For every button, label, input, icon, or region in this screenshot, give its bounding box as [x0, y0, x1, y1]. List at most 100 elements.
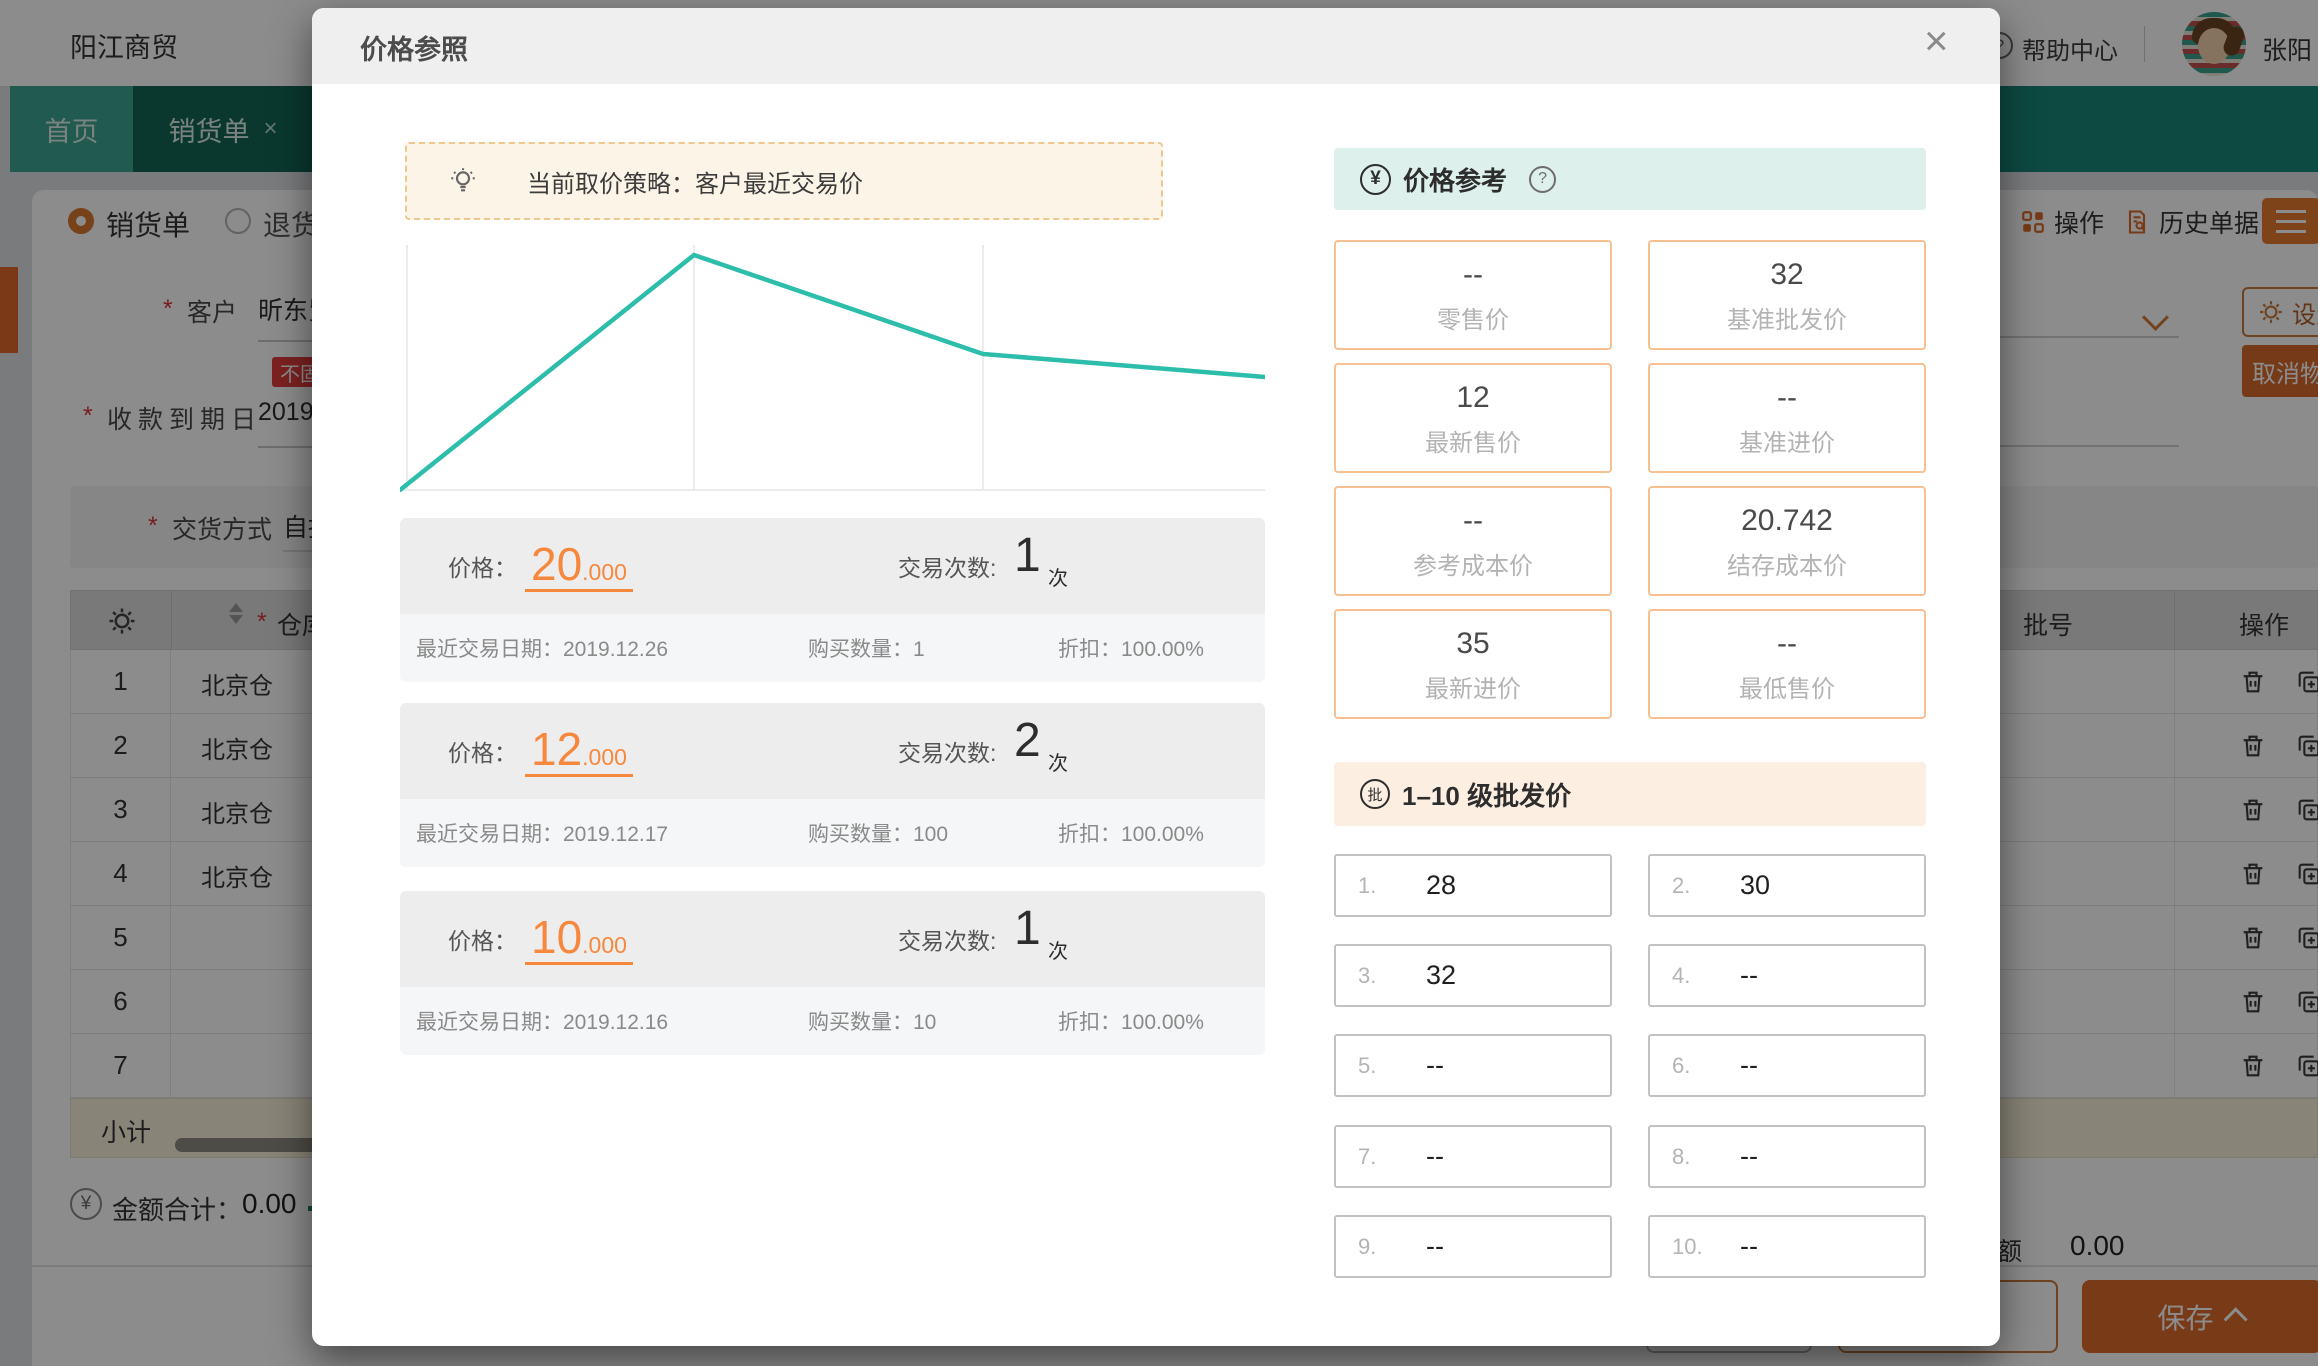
settings-label: 设置 — [2292, 301, 2318, 329]
ref-price-box[interactable]: 35 最新进价 — [1334, 609, 1612, 719]
grid-icon — [2022, 211, 2044, 233]
ref-label: 结存成本价 — [1727, 553, 1847, 580]
copy-row-icon[interactable] — [2295, 924, 2318, 952]
history-doc-icon — [2128, 210, 2146, 234]
menu-button[interactable] — [2262, 198, 2318, 244]
required-star: * — [257, 608, 267, 636]
warehouse-cell[interactable]: 北京仓 — [201, 801, 273, 828]
due-date-label: 收款到期日 — [107, 406, 263, 434]
radio-return-order[interactable] — [225, 208, 251, 234]
tab-sales-order[interactable]: 销货单 × — [133, 86, 313, 172]
save-button[interactable]: 保存 — [2082, 1280, 2318, 1353]
avatar[interactable] — [2182, 12, 2246, 76]
tier-price-box[interactable]: 2. 30 — [1648, 854, 1926, 917]
help-center-link[interactable]: 帮助中心 — [2022, 38, 2118, 65]
discount-label: 折扣： — [1058, 638, 1121, 661]
tier-price-box[interactable]: 9. -- — [1334, 1215, 1612, 1278]
radio-sales-label[interactable]: 销货单 — [106, 210, 191, 241]
ref-price-box[interactable]: 32 基准批发价 — [1648, 240, 1926, 350]
save-label: 保存 — [2157, 1302, 2214, 1334]
ref-price-box[interactable]: 12 最新售价 — [1334, 363, 1612, 473]
tier-price-box[interactable]: 4. -- — [1648, 944, 1926, 1007]
ref-label: 最新售价 — [1425, 430, 1521, 457]
row-number: 5 — [71, 906, 171, 969]
close-icon[interactable]: × — [1924, 17, 1949, 64]
deal-card: 价格： 10.000 交易次数: 1 次 最近交易日期：2019.12.16 购… — [400, 891, 1265, 1055]
copy-row-icon[interactable] — [2295, 796, 2318, 824]
user-name[interactable]: 张阳 — [2262, 37, 2313, 65]
subtotal-label: 小计 — [101, 1119, 152, 1147]
strategy-text: 当前取价策略：客户最近交易价 — [527, 170, 863, 198]
delete-row-icon[interactable] — [2239, 924, 2267, 952]
delete-row-icon[interactable] — [2239, 860, 2267, 888]
tier-value: -- — [1740, 960, 1758, 990]
tab-close-icon[interactable]: × — [263, 115, 278, 142]
amount-total-label: 金额合计： — [112, 1195, 243, 1225]
ref-price-box[interactable]: -- 最低售价 — [1648, 609, 1926, 719]
delete-row-icon[interactable] — [2239, 668, 2267, 696]
radio-return-label[interactable]: 退货 — [263, 210, 320, 241]
price-link[interactable]: 20.000 — [525, 541, 633, 592]
ref-label: 最低售价 — [1739, 676, 1835, 703]
ref-price-box[interactable]: -- 参考成本价 — [1334, 486, 1612, 596]
operations-button[interactable]: 操作 — [2020, 204, 2104, 240]
discount-value: 100.00% — [1121, 638, 1204, 661]
ref-price-box[interactable]: 20.742 结存成本价 — [1648, 486, 1926, 596]
due-date-value[interactable]: 2019 — [258, 398, 314, 426]
ref-price-box[interactable]: -- 零售价 — [1334, 240, 1612, 350]
price-history-chart — [400, 245, 1265, 492]
delete-row-icon[interactable] — [2239, 988, 2267, 1016]
gear-icon[interactable] — [107, 606, 137, 636]
tier-price-box[interactable]: 5. -- — [1334, 1034, 1612, 1097]
price-link[interactable]: 10.000 — [525, 914, 633, 965]
price-label: 价格： — [448, 928, 517, 954]
history-docs-button[interactable]: 历史单据 — [2123, 204, 2259, 240]
warehouse-cell[interactable]: 北京仓 — [201, 737, 273, 764]
tier-number: 1. — [1358, 872, 1377, 898]
tier-value: -- — [1426, 1050, 1444, 1080]
tab-sales-label: 销货单 — [168, 116, 250, 147]
delete-row-icon[interactable] — [2239, 732, 2267, 760]
tier-price-box[interactable]: 8. -- — [1648, 1125, 1926, 1188]
question-icon[interactable]: ? — [1529, 165, 1557, 193]
history-label: 历史单据 — [2159, 210, 2260, 238]
qty-label: 购买数量： — [808, 638, 913, 661]
yuan-icon: ¥ — [70, 1188, 102, 1220]
dialog-header: 价格参照 × — [312, 8, 2000, 84]
tier-value: -- — [1740, 1141, 1758, 1171]
tier-price-box[interactable]: 10. -- — [1648, 1215, 1926, 1278]
deal-count-unit: 次 — [1048, 753, 1068, 775]
ref-value: 35 — [1456, 627, 1490, 660]
copy-row-icon[interactable] — [2295, 732, 2318, 760]
tier-price-box[interactable]: 1. 28 — [1334, 854, 1612, 917]
tier-price-box[interactable]: 3. 32 — [1334, 944, 1612, 1007]
warehouse-cell[interactable]: 北京仓 — [201, 673, 273, 700]
customer-label: 客户 — [187, 299, 238, 327]
radio-sales-order[interactable] — [68, 208, 94, 234]
pricing-strategy-banner: 当前取价策略：客户最近交易价 — [405, 142, 1163, 220]
price-reference-dialog: 价格参照 × 当前取价策略：客户最近交易价 价格： — [312, 8, 2000, 1346]
tier-value: -- — [1426, 1141, 1444, 1171]
column-divider — [2174, 591, 2175, 649]
delete-row-icon[interactable] — [2239, 796, 2267, 824]
operations-label: 操作 — [2054, 210, 2105, 238]
tier-number: 8. — [1672, 1143, 1691, 1169]
copy-row-icon[interactable] — [2295, 860, 2318, 888]
qty-value: 1 — [913, 638, 925, 661]
settings-button[interactable]: 设置 — [2242, 287, 2318, 337]
warehouse-cell[interactable]: 北京仓 — [201, 865, 273, 892]
price-link[interactable]: 12.000 — [525, 726, 633, 777]
tier-price-box[interactable]: 7. -- — [1334, 1125, 1612, 1188]
cancel-logistics-button[interactable]: 取消物流 — [2242, 345, 2318, 397]
ref-price-box[interactable]: -- 基准进价 — [1648, 363, 1926, 473]
copy-row-icon[interactable] — [2295, 668, 2318, 696]
sort-icon[interactable] — [229, 603, 243, 624]
copy-row-icon[interactable] — [2295, 988, 2318, 1016]
tier-price-box[interactable]: 6. -- — [1648, 1034, 1926, 1097]
copy-row-icon[interactable] — [2295, 1052, 2318, 1080]
delete-row-icon[interactable] — [2239, 1052, 2267, 1080]
tab-home[interactable]: 首页 — [10, 86, 133, 172]
gear-icon — [2260, 301, 2282, 323]
discount-value: 100.00% — [1121, 1011, 1204, 1034]
discount-value: 100.00% — [1121, 823, 1204, 846]
